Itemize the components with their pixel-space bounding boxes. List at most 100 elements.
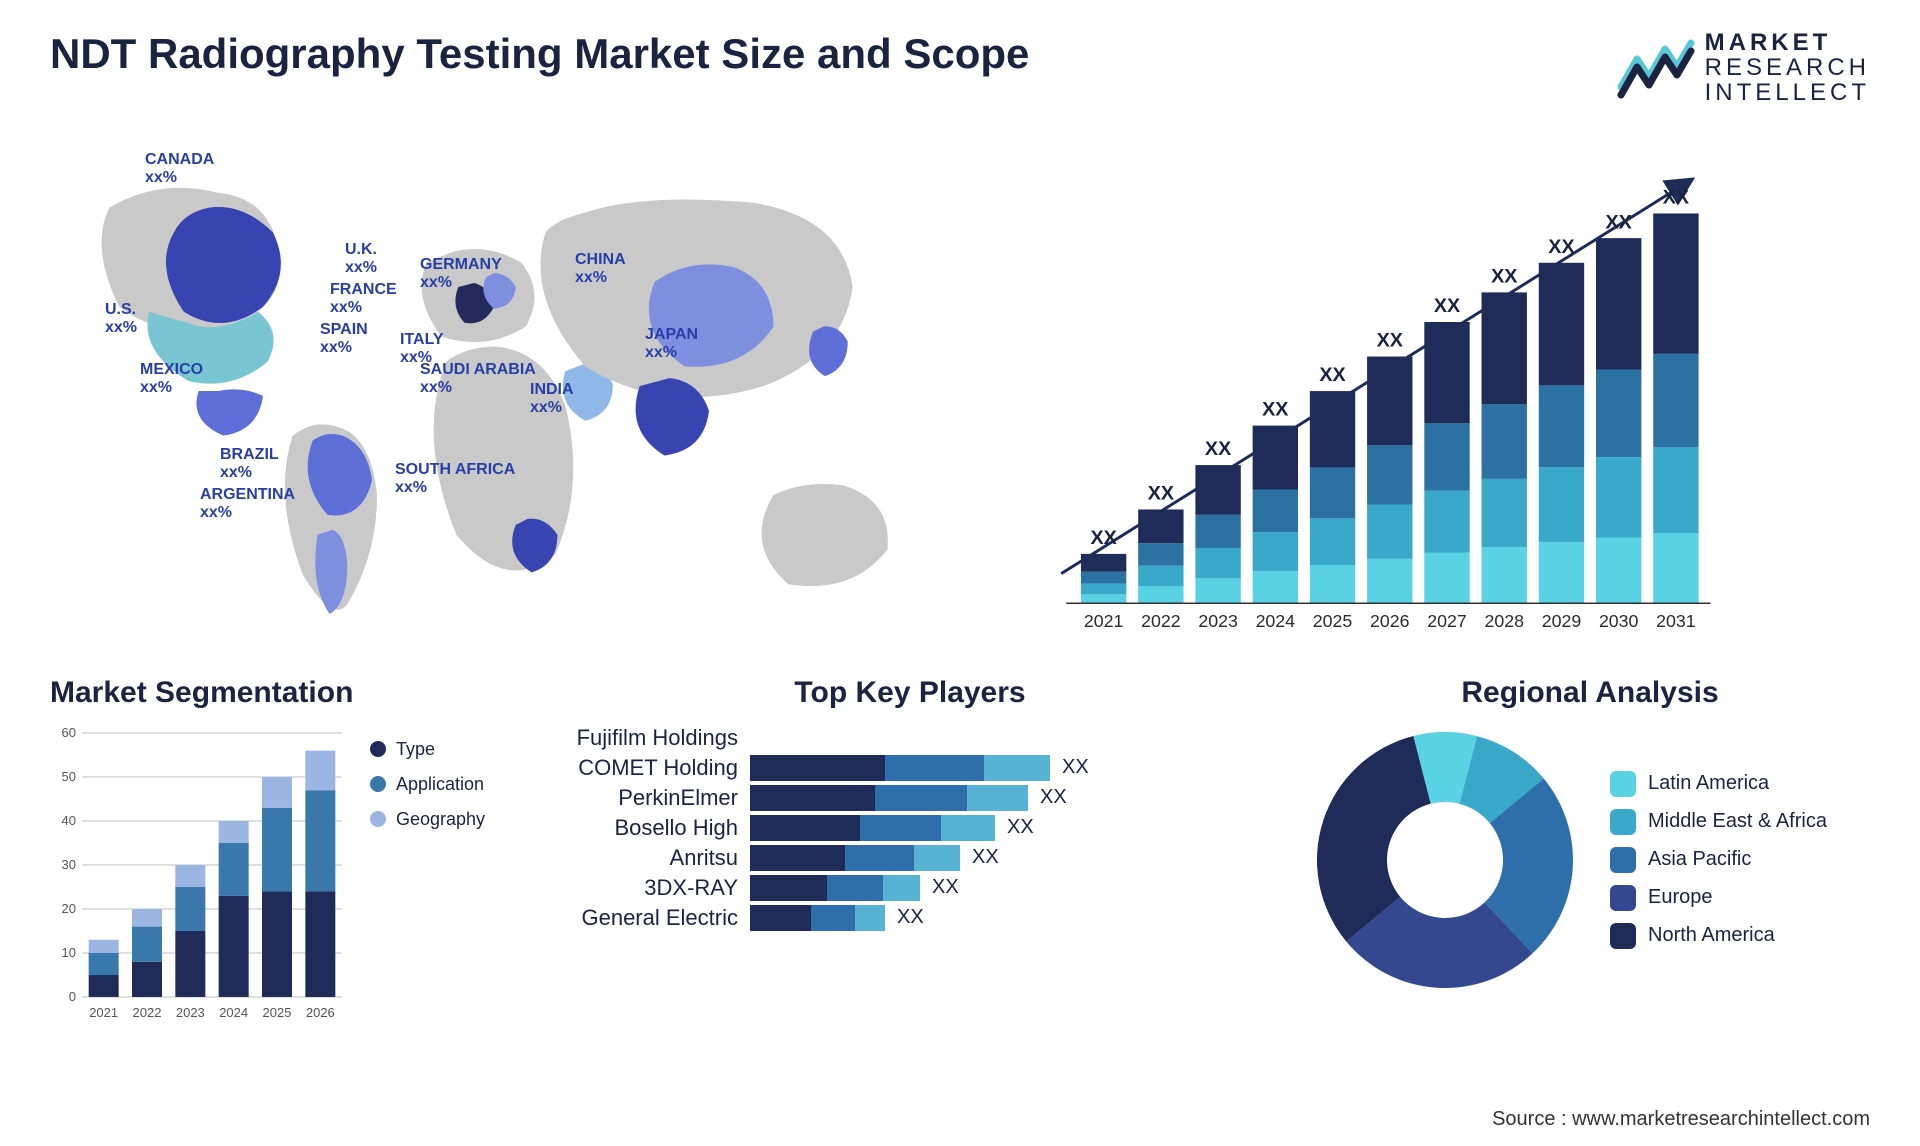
svg-text:2029: 2029 [1541, 610, 1581, 630]
regional-legend-item: Middle East & Africa [1610, 809, 1827, 835]
svg-text:2030: 2030 [1599, 610, 1639, 630]
player-name: Fujifilm Holdings [550, 725, 750, 751]
regional-analysis-panel: Regional Analysis Latin America Middle Ea… [1310, 676, 1870, 1025]
player-name: Anritsu [550, 845, 750, 871]
map-label-china: CHINAxx% [575, 251, 626, 288]
player-value: XX [920, 876, 959, 899]
player-bar [750, 875, 920, 901]
map-label-brazil: BRAZILxx% [220, 446, 279, 483]
player-row: COMET Holding XX [550, 755, 1270, 781]
svg-text:XX: XX [1434, 295, 1460, 317]
world-map-panel: CANADAxx% U.S.xx%MEXICOxx% BRAZILxx%ARGENT… [50, 136, 962, 656]
map-label-japan: JAPANxx% [645, 326, 698, 363]
svg-text:50: 50 [62, 769, 76, 784]
map-label-u-k-: U.K.xx% [345, 241, 377, 278]
player-bar [750, 905, 885, 931]
svg-text:2022: 2022 [133, 1005, 162, 1020]
segmentation-title: Market Segmentation [50, 676, 510, 710]
svg-text:2028: 2028 [1484, 610, 1524, 630]
svg-text:30: 30 [62, 857, 76, 872]
player-name: General Electric [550, 905, 750, 931]
player-bar [750, 785, 1028, 811]
svg-text:XX: XX [1205, 438, 1231, 460]
svg-text:0: 0 [69, 989, 76, 1004]
player-row: 3DX-RAY XX [550, 875, 1270, 901]
market-growth-chart: XX 2021 XX 2022 XX 2023 XX 2024 XX 2025 XX 2026 XX 20… [1002, 136, 1870, 656]
brand-logo: MARKET RESEARCH INTELLECT [1617, 30, 1870, 106]
market-segmentation-panel: Market Segmentation 0 10 20 30 40 50 60 2021 202… [50, 676, 510, 1025]
regional-legend-item: Europe [1610, 885, 1827, 911]
svg-text:XX: XX [1262, 398, 1288, 420]
player-row: General Electric XX [550, 905, 1270, 931]
map-label-saudi-arabia: SAUDI ARABIAxx% [420, 361, 536, 398]
page-title: NDT Radiography Testing Market Size and … [50, 30, 1029, 78]
logo-text: MARKET RESEARCH INTELLECT [1705, 30, 1870, 106]
segmentation-legend-item: Application [370, 774, 485, 795]
svg-text:10: 10 [62, 945, 76, 960]
svg-text:XX: XX [1147, 482, 1173, 504]
svg-text:2021: 2021 [1084, 610, 1124, 630]
map-label-mexico: MEXICOxx% [140, 361, 203, 398]
player-name: Bosello High [550, 815, 750, 841]
svg-text:40: 40 [62, 813, 76, 828]
segmentation-legend-item: Geography [370, 809, 485, 830]
player-value: XX [1050, 756, 1089, 779]
regional-legend-item: North America [1610, 923, 1827, 949]
svg-text:XX: XX [1491, 265, 1517, 287]
regional-legend-item: Asia Pacific [1610, 847, 1827, 873]
svg-text:2021: 2021 [89, 1005, 118, 1020]
player-bar [750, 755, 1050, 781]
svg-text:2027: 2027 [1427, 610, 1467, 630]
regional-legend-item: Latin America [1610, 771, 1827, 797]
svg-text:2024: 2024 [1255, 610, 1295, 630]
player-bar [750, 815, 995, 841]
segmentation-legend: Type Application Geography [370, 725, 485, 1025]
svg-text:2031: 2031 [1656, 610, 1696, 630]
svg-text:20: 20 [62, 901, 76, 916]
map-label-spain: SPAINxx% [320, 321, 368, 358]
player-row: Anritsu XX [550, 845, 1270, 871]
player-value: XX [1028, 786, 1067, 809]
map-label-south-africa: SOUTH AFRICAxx% [395, 461, 515, 498]
svg-text:2023: 2023 [176, 1005, 205, 1020]
regional-legend: Latin America Middle East & Africa Asia Pa… [1610, 759, 1827, 961]
regional-donut-chart [1310, 725, 1580, 995]
player-value: XX [960, 846, 999, 869]
svg-text:2022: 2022 [1141, 610, 1181, 630]
player-name: COMET Holding [550, 755, 750, 781]
svg-text:XX: XX [1548, 235, 1574, 257]
svg-text:2023: 2023 [1198, 610, 1238, 630]
key-players-title: Top Key Players [550, 676, 1270, 710]
player-name: PerkinElmer [550, 785, 750, 811]
svg-text:XX: XX [1376, 329, 1402, 351]
svg-text:2025: 2025 [263, 1005, 292, 1020]
svg-text:XX: XX [1662, 186, 1688, 208]
svg-text:60: 60 [62, 725, 76, 740]
map-label-france: FRANCExx% [330, 281, 397, 318]
svg-text:XX: XX [1319, 364, 1345, 386]
source-attribution: Source : www.marketresearchintellect.com [1492, 1108, 1870, 1131]
map-label-u-s-: U.S.xx% [105, 301, 137, 338]
svg-text:2024: 2024 [219, 1005, 248, 1020]
player-value: XX [885, 906, 924, 929]
svg-text:2026: 2026 [306, 1005, 335, 1020]
map-label-argentina: ARGENTINAxx% [200, 486, 295, 523]
segmentation-chart: 0 10 20 30 40 50 60 2021 2022 2023 2024 2025 2026 [50, 725, 350, 1025]
regional-title: Regional Analysis [1310, 676, 1870, 710]
key-players-panel: Top Key Players Fujifilm Holdings COMET H… [550, 676, 1270, 1025]
player-row: Fujifilm Holdings [550, 725, 1270, 751]
svg-text:2025: 2025 [1312, 610, 1352, 630]
svg-text:XX: XX [1605, 211, 1631, 233]
player-value: XX [995, 816, 1034, 839]
svg-text:XX: XX [1090, 527, 1116, 549]
player-bar [750, 845, 960, 871]
player-name: 3DX-RAY [550, 875, 750, 901]
map-label-india: INDIAxx% [530, 381, 574, 418]
player-row: Bosello High XX [550, 815, 1270, 841]
segmentation-legend-item: Type [370, 739, 485, 760]
player-row: PerkinElmer XX [550, 785, 1270, 811]
map-label-canada: CANADAxx% [145, 151, 214, 188]
logo-icon [1617, 37, 1695, 99]
map-label-germany: GERMANYxx% [420, 256, 502, 293]
svg-text:2026: 2026 [1370, 610, 1410, 630]
